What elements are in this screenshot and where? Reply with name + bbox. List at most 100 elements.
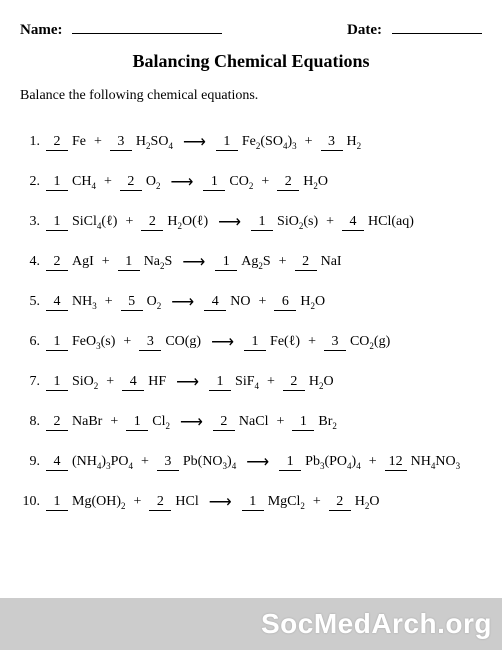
watermark: SocMedArch.org <box>0 598 502 650</box>
chemical-formula: CO(g) <box>165 334 201 350</box>
coefficient-blank: 1 <box>216 134 238 151</box>
coefficient-blank: 1 <box>215 254 237 271</box>
chemical-formula: Pb(NO3)4 <box>183 454 236 470</box>
product-term: 3CO2(g) <box>324 334 390 351</box>
reaction-arrow-icon: ⟶ <box>246 452 269 472</box>
product-term: 1MgCl2 <box>242 494 305 511</box>
chemical-formula: (NH4)3PO4 <box>72 454 133 470</box>
chemical-formula: Fe2(SO4)3 <box>242 134 297 150</box>
reactant-term: 4HF <box>122 374 166 391</box>
equation-number: 8. <box>20 414 46 430</box>
plus-sign: + <box>326 214 334 230</box>
coefficient-blank: 1 <box>251 214 273 231</box>
coefficient-blank: 1 <box>126 414 148 431</box>
coefficient-blank: 3 <box>324 334 346 351</box>
equation-row: 8.2NaBr+1Cl2⟶2NaCl+1Br2 <box>20 412 482 432</box>
chemical-formula: FeO3(s) <box>72 334 115 350</box>
coefficient-blank: 2 <box>295 254 317 271</box>
plus-sign: + <box>261 174 269 190</box>
date-label: Date: <box>347 22 382 39</box>
chemical-formula: HCl <box>175 494 198 510</box>
equation-number: 4. <box>20 254 46 270</box>
chemical-formula: Ag2S <box>241 254 270 270</box>
name-blank <box>72 20 222 34</box>
plus-sign: + <box>313 494 321 510</box>
chemical-formula: Cl2 <box>152 414 170 430</box>
equation-row: 9.4(NH4)3PO4+3Pb(NO3)4⟶1Pb3(PO4)4+12NH4N… <box>20 452 482 472</box>
header-row: Name: Date: <box>20 20 482 39</box>
reactant-term: 2HCl <box>149 494 198 511</box>
plus-sign: + <box>308 334 316 350</box>
coefficient-blank: 1 <box>46 174 68 191</box>
chemical-formula: NaBr <box>72 414 102 430</box>
reaction-arrow-icon: ⟶ <box>182 252 205 272</box>
coefficient-blank: 4 <box>46 454 68 471</box>
equation-number: 9. <box>20 454 46 470</box>
equation-number: 1. <box>20 134 46 150</box>
coefficient-blank: 2 <box>283 374 305 391</box>
chemical-formula: MgCl2 <box>268 494 305 510</box>
product-term: 3H2 <box>321 134 362 151</box>
equation-row: 2.1CH4+2O2⟶1CO2+2H2O <box>20 172 482 192</box>
product-term: 1Br2 <box>292 414 337 431</box>
plus-sign: + <box>94 134 102 150</box>
coefficient-blank: 12 <box>385 454 407 471</box>
coefficient-blank: 3 <box>321 134 343 151</box>
coefficient-blank: 2 <box>149 494 171 511</box>
reactant-term: 4NH3 <box>46 294 97 311</box>
reaction-arrow-icon: ⟶ <box>183 132 206 152</box>
reactant-term: 2Fe <box>46 134 86 151</box>
equation-number: 10. <box>20 494 46 510</box>
reactant-term: 1SiCl4(ℓ) <box>46 214 117 231</box>
coefficient-blank: 1 <box>244 334 266 351</box>
reaction-arrow-icon: ⟶ <box>211 332 234 352</box>
equation-number: 2. <box>20 174 46 190</box>
reactant-term: 3Pb(NO3)4 <box>157 454 236 471</box>
product-term: 1Pb3(PO4)4 <box>279 454 361 471</box>
product-term: 1Fe2(SO4)3 <box>216 134 297 151</box>
coefficient-blank: 2 <box>46 414 68 431</box>
coefficient-blank: 2 <box>141 214 163 231</box>
chemical-formula: NO <box>230 294 250 310</box>
reactant-term: 1CH4 <box>46 174 96 191</box>
product-term: 1CO2 <box>203 174 253 191</box>
equation-row: 6.1FeO3(s)+3CO(g)⟶1Fe(ℓ)+3CO2(g) <box>20 332 482 352</box>
reactant-term: 1Mg(OH)2 <box>46 494 126 511</box>
equation-number: 7. <box>20 374 46 390</box>
coefficient-blank: 1 <box>242 494 264 511</box>
product-term: 12NH4NO3 <box>385 454 460 471</box>
equation-row: 7.1SiO2+4HF⟶1SiF4+2H2O <box>20 372 482 392</box>
instruction-text: Balance the following chemical equations… <box>20 88 482 104</box>
chemical-formula: HCl(aq) <box>368 214 414 230</box>
chemical-formula: CH4 <box>72 174 96 190</box>
product-term: 1Fe(ℓ) <box>244 334 300 351</box>
chemical-formula: NaCl <box>239 414 269 430</box>
reactant-term: 3CO(g) <box>139 334 201 351</box>
product-term: 1Ag2S <box>215 254 270 271</box>
reaction-arrow-icon: ⟶ <box>176 372 199 392</box>
coefficient-blank: 4 <box>122 374 144 391</box>
chemical-formula: NH3 <box>72 294 97 310</box>
plus-sign: + <box>305 134 313 150</box>
chemical-formula: SiCl4(ℓ) <box>72 214 117 230</box>
chemical-formula: NaI <box>321 254 342 270</box>
coefficient-blank: 6 <box>274 294 296 311</box>
coefficient-blank: 1 <box>46 374 68 391</box>
coefficient-blank: 5 <box>121 294 143 311</box>
reaction-arrow-icon: ⟶ <box>180 412 203 432</box>
coefficient-blank: 4 <box>342 214 364 231</box>
coefficient-blank: 1 <box>279 454 301 471</box>
coefficient-blank: 3 <box>139 334 161 351</box>
product-term: 2NaI <box>295 254 342 271</box>
chemical-formula: HF <box>148 374 166 390</box>
equation-row: 3.1SiCl4(ℓ)+2H2O(ℓ)⟶1SiO2(s)+4HCl(aq) <box>20 212 482 232</box>
coefficient-blank: 4 <box>204 294 226 311</box>
name-label: Name: <box>20 22 62 39</box>
reaction-arrow-icon: ⟶ <box>209 492 232 512</box>
equation-row: 1.2Fe+3H2SO4⟶1Fe2(SO4)3+3H2 <box>20 132 482 152</box>
equation-row: 5.4NH3+5O2⟶4NO+6H2O <box>20 292 482 312</box>
equation-number: 3. <box>20 214 46 230</box>
chemical-formula: O2 <box>147 294 162 310</box>
reaction-arrow-icon: ⟶ <box>171 292 194 312</box>
equation-list: 1.2Fe+3H2SO4⟶1Fe2(SO4)3+3H22.1CH4+2O2⟶1C… <box>20 132 482 512</box>
